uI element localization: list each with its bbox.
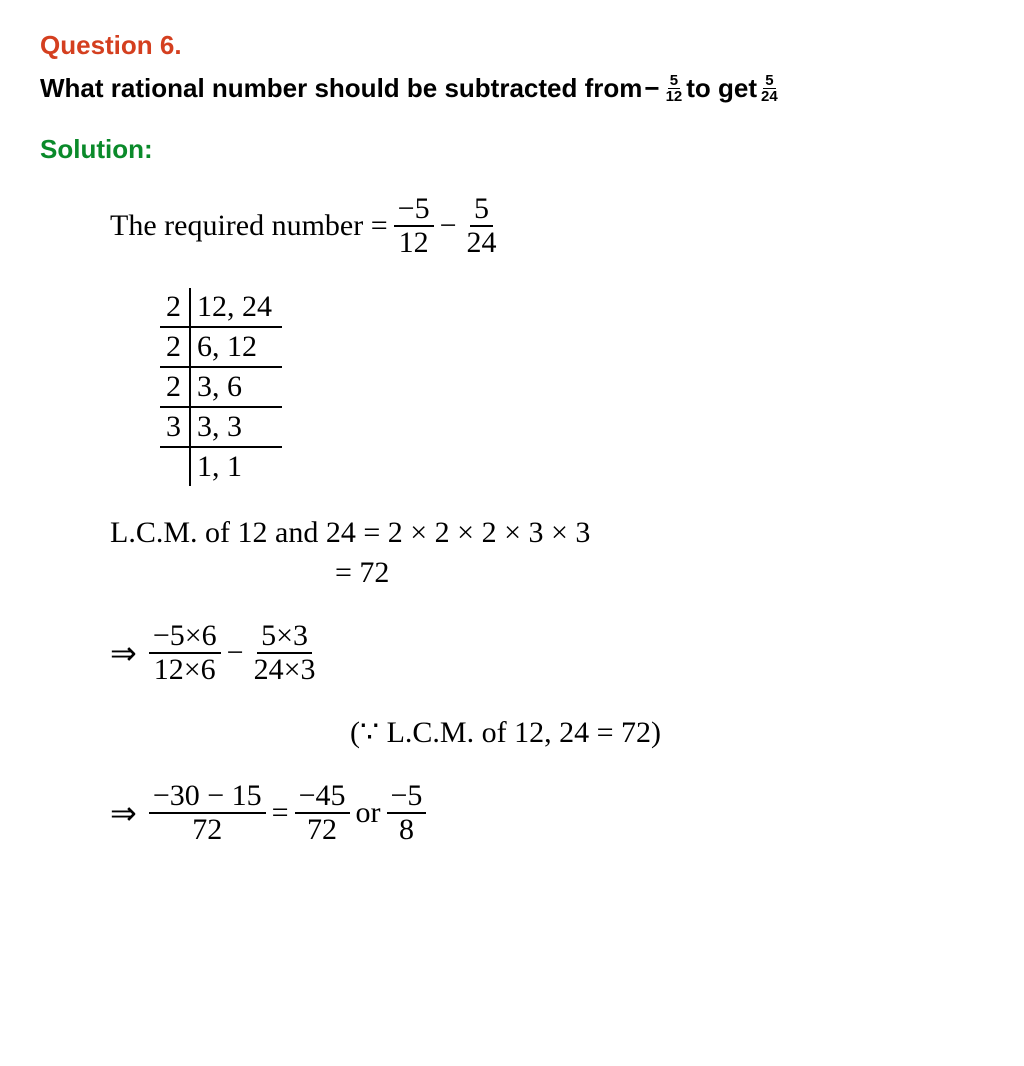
step3-frac1: −30 − 15 72 xyxy=(149,780,266,845)
frac-den: 12×6 xyxy=(150,654,220,686)
frac-den: 24 xyxy=(759,89,780,104)
table-row: 2 3, 6 xyxy=(160,367,282,407)
equals-op: = xyxy=(272,796,289,830)
divisor-cell: 2 xyxy=(160,367,190,407)
lcm-lhs-pad xyxy=(110,556,335,590)
frac-den: 72 xyxy=(303,814,341,846)
divisor-cell: 3 xyxy=(160,407,190,447)
frac-den: 8 xyxy=(395,814,418,846)
frac-num: 5×3 xyxy=(257,620,312,654)
frac-num: −30 − 15 xyxy=(149,780,266,814)
lcm-rhs1: = 2 × 2 × 2 × 3 × 3 xyxy=(363,516,590,550)
table-row: 2 12, 24 xyxy=(160,288,282,327)
frac-num: −5 xyxy=(394,193,434,227)
minus-op: − xyxy=(440,209,457,243)
value-cell: 12, 24 xyxy=(190,288,282,327)
table-row: 3 3, 3 xyxy=(160,407,282,447)
frac-num: 5 xyxy=(668,73,680,89)
implies-arrow-icon: ⇒ xyxy=(110,794,137,832)
divisor-cell: 2 xyxy=(160,288,190,327)
value-cell: 3, 6 xyxy=(190,367,282,407)
minus-op: − xyxy=(227,636,244,670)
lcm-division-table: 2 12, 24 2 6, 12 2 3, 6 3 3, 3 1, 1 xyxy=(160,288,282,486)
step3-frac3: −5 8 xyxy=(387,780,427,845)
frac-den: 12 xyxy=(664,89,685,104)
question-frac2: 5 24 xyxy=(759,73,780,104)
neg-sign: − xyxy=(644,73,659,104)
implies-arrow-icon: ⇒ xyxy=(110,634,137,672)
value-cell: 6, 12 xyxy=(190,327,282,367)
step2-line: ⇒ −5×6 12×6 − 5×3 24×3 xyxy=(110,620,984,685)
required-number-line: The required number = −5 12 − 5 24 xyxy=(110,193,984,258)
lcm-lhs: L.C.M. of 12 and 24 xyxy=(110,516,363,550)
value-cell: 3, 3 xyxy=(190,407,282,447)
step2-frac2: 5×3 24×3 xyxy=(250,620,320,685)
frac-num: −45 xyxy=(295,780,350,814)
step3-frac2: −45 72 xyxy=(295,780,350,845)
frac-num: −5×6 xyxy=(149,620,221,654)
step3-line: ⇒ −30 − 15 72 = −45 72 or −5 8 xyxy=(110,780,984,845)
frac-den: 72 xyxy=(188,814,226,846)
lcm-rhs2: = 72 xyxy=(335,556,389,590)
frac-num: 5 xyxy=(763,73,775,89)
table-row: 2 6, 12 xyxy=(160,327,282,367)
or-text: or xyxy=(356,796,381,830)
question-label: Question 6. xyxy=(40,30,984,61)
required-prefix: The required number = xyxy=(110,209,388,243)
question-frac1: 5 12 xyxy=(664,73,685,104)
req-frac2: 5 24 xyxy=(463,193,501,258)
solution-label: Solution: xyxy=(40,134,984,165)
lcm-note: (∵ L.C.M. of 12, 24 = 72) xyxy=(350,715,984,750)
frac-den: 24 xyxy=(463,227,501,259)
lcm-equation: L.C.M. of 12 and 24 = 2 × 2 × 2 × 3 × 3 … xyxy=(110,516,984,590)
req-frac1: −5 12 xyxy=(394,193,434,258)
frac-num: −5 xyxy=(387,780,427,814)
question-text: What rational number should be subtracte… xyxy=(40,73,984,104)
table-row: 1, 1 xyxy=(160,447,282,486)
divisor-cell: 2 xyxy=(160,327,190,367)
frac-den: 12 xyxy=(395,227,433,259)
question-prefix: What rational number should be subtracte… xyxy=(40,73,642,104)
value-cell: 1, 1 xyxy=(190,447,282,486)
frac-den: 24×3 xyxy=(250,654,320,686)
frac-num: 5 xyxy=(470,193,493,227)
divisor-cell xyxy=(160,447,190,486)
step2-frac1: −5×6 12×6 xyxy=(149,620,221,685)
question-mid: to get xyxy=(686,73,757,104)
